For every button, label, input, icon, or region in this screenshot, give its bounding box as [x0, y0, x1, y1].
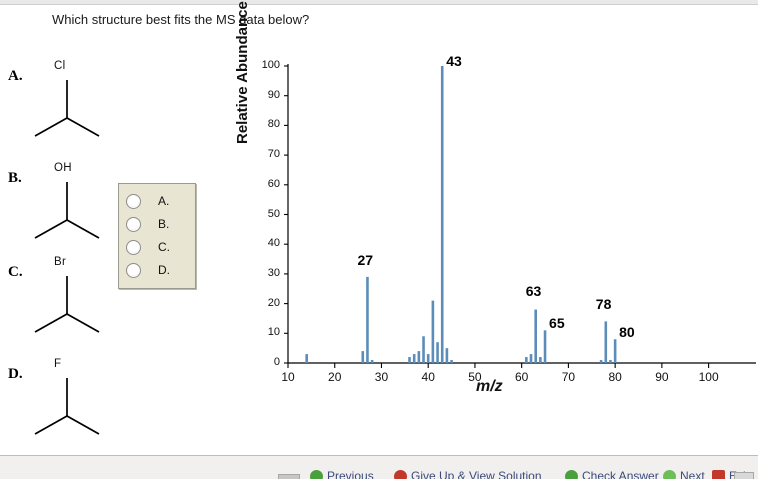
radio-button-icon[interactable]	[126, 194, 141, 209]
peak-annotation-63: 63	[526, 283, 542, 299]
x-axis-tick-label: 20	[319, 370, 351, 384]
x-axis-tick-label: 30	[365, 370, 397, 384]
x-axis-tick-label: 60	[506, 370, 538, 384]
y-axis-tick-label: 60	[246, 178, 280, 190]
toolbar-grip-left[interactable]	[278, 474, 300, 479]
y-axis-tick-label: 100	[246, 59, 280, 71]
peak-annotation-80: 80	[619, 324, 635, 340]
peak-annotation-27: 27	[357, 252, 373, 268]
answer-option-c[interactable]: C.	[126, 236, 170, 258]
y-axis-tick-label: 10	[246, 326, 280, 338]
y-axis-tick-label: 0	[246, 356, 280, 368]
y-axis-tick-label: 20	[246, 297, 280, 309]
answer-choice-panel[interactable]: A. B. C. D.	[118, 183, 196, 289]
peak-annotation-78: 78	[596, 296, 612, 312]
radio-button-icon[interactable]	[126, 240, 141, 255]
skeletal-structure-icon	[18, 368, 138, 446]
radio-button-icon[interactable]	[126, 263, 141, 278]
answer-option-label: B.	[158, 217, 169, 231]
answer-option-label: D.	[158, 263, 170, 277]
y-axis-tick-label: 50	[246, 208, 280, 220]
answer-option-label: A.	[158, 194, 169, 208]
spectrum-plot-area	[240, 48, 758, 378]
question-prompt: Which structure best fits the MS data be…	[52, 12, 309, 27]
answer-option-a[interactable]: A.	[126, 190, 169, 212]
peak-annotation-43: 43	[446, 53, 462, 69]
skeletal-structure-icon	[18, 70, 138, 148]
radio-button-icon[interactable]	[126, 217, 141, 232]
x-axis-tick-label: 80	[599, 370, 631, 384]
y-axis-tick-label: 80	[246, 118, 280, 130]
x-axis-tick-label: 100	[693, 370, 725, 384]
x-axis-tick-label: 90	[646, 370, 678, 384]
x-axis-tick-label: 40	[412, 370, 444, 384]
structure-option-a: A.Cl	[8, 60, 138, 148]
structure-option-d: D.F	[8, 358, 138, 446]
window-top-strip	[0, 0, 758, 5]
y-axis-tick-label: 90	[246, 89, 280, 101]
answer-option-d[interactable]: D.	[126, 259, 170, 281]
y-axis-tick-label: 70	[246, 148, 280, 160]
y-axis-tick-label: 40	[246, 237, 280, 249]
answer-option-b[interactable]: B.	[126, 213, 169, 235]
peak-annotation-65: 65	[549, 315, 565, 331]
x-axis-tick-label: 70	[552, 370, 584, 384]
answer-option-label: C.	[158, 240, 170, 254]
x-axis-tick-label: 50	[459, 370, 491, 384]
x-axis-tick-label: 10	[272, 370, 304, 384]
y-axis-tick-label: 30	[246, 267, 280, 279]
